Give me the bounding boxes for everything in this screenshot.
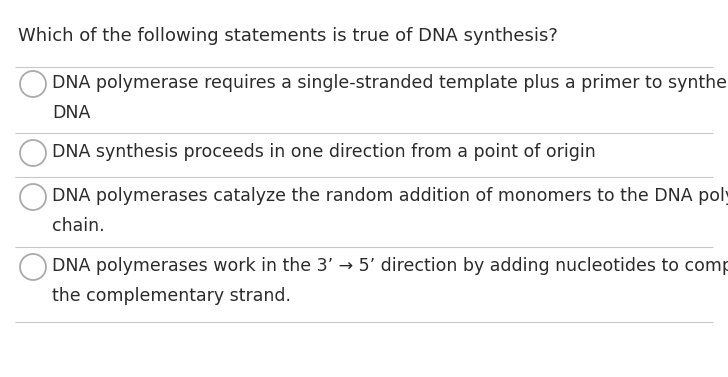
Text: Which of the following statements is true of DNA synthesis?: Which of the following statements is tru… xyxy=(18,27,558,45)
Text: DNA polymerases work in the 3’ → 5’ direction by adding nucleotides to complete: DNA polymerases work in the 3’ → 5’ dire… xyxy=(52,257,728,275)
Text: the complementary strand.: the complementary strand. xyxy=(52,287,291,305)
Text: chain.: chain. xyxy=(52,217,105,235)
Text: DNA: DNA xyxy=(52,104,90,122)
Text: DNA synthesis proceeds in one direction from a point of origin: DNA synthesis proceeds in one direction … xyxy=(52,143,596,161)
Text: DNA polymerases catalyze the random addition of monomers to the DNA polymer: DNA polymerases catalyze the random addi… xyxy=(52,187,728,205)
Text: DNA polymerase requires a single-stranded template plus a primer to synthesize: DNA polymerase requires a single-strande… xyxy=(52,74,728,92)
